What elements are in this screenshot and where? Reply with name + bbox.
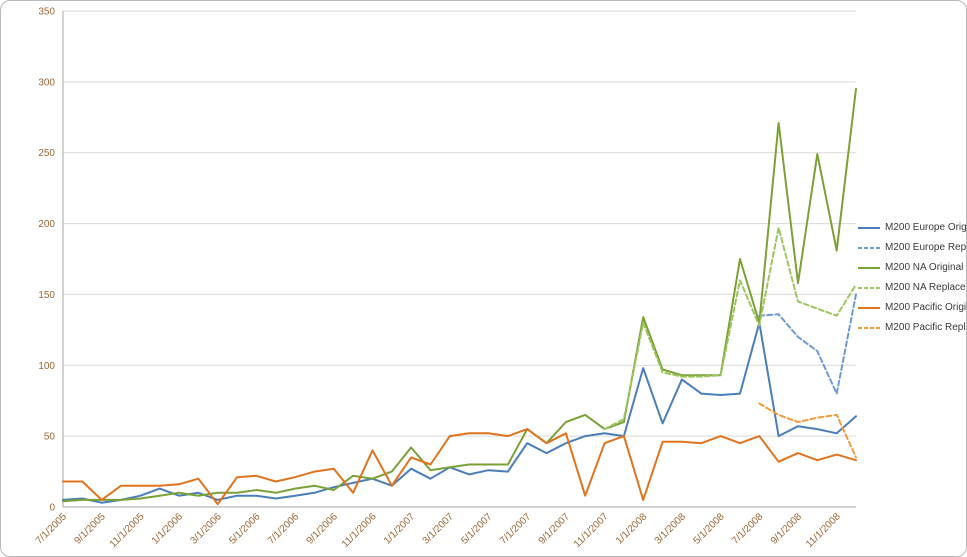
x-tick-label: 1/1/2006 xyxy=(150,511,186,547)
series-line-m200-na-replace xyxy=(603,226,857,431)
legend-label: M200 Europe Original xyxy=(885,222,967,233)
x-tick-label: 7/1/2007 xyxy=(498,511,534,547)
x-tick-label: 9/1/2006 xyxy=(305,511,341,547)
y-tick-label: 200 xyxy=(38,219,55,230)
y-tick-label: 350 xyxy=(38,7,55,18)
series-line-m200-europe-replace xyxy=(758,293,857,395)
x-tick-label: 9/1/2007 xyxy=(537,511,573,547)
legend-item-m200-pacific-replace: M200 Pacific Replace xyxy=(858,321,966,334)
legend-label: M200 NA Replace xyxy=(885,282,966,293)
x-tick-label: 5/1/2008 xyxy=(691,511,727,547)
x-tick-label: 7/1/2006 xyxy=(266,511,302,547)
legend-label: M200 Pacific Original xyxy=(885,302,967,313)
y-tick-label: 250 xyxy=(38,148,55,159)
y-tick-label: 150 xyxy=(38,290,55,301)
legend-label: M200 Pacific Replace xyxy=(885,322,966,333)
x-tick-label: 1/1/2007 xyxy=(382,511,418,547)
x-tick-label: 5/1/2007 xyxy=(459,511,495,547)
x-tick-label: 9/1/2008 xyxy=(769,511,805,547)
legend-line-sample xyxy=(858,226,880,229)
legend-item-m200-pacific-original: M200 Pacific Original xyxy=(858,301,967,314)
legend-line-sample xyxy=(858,246,880,249)
legend-item-m200-europe-replace: M200 Europe Replace xyxy=(858,241,967,254)
legend-line-sample xyxy=(858,286,880,289)
legend-label: M200 Europe Replace xyxy=(885,242,967,253)
x-tick-label: 11/1/2008 xyxy=(804,511,843,550)
y-tick-label: 0 xyxy=(49,503,55,514)
x-tick-label: 11/1/2006 xyxy=(340,511,379,550)
legend-line-sample xyxy=(858,306,880,309)
y-tick-label: 50 xyxy=(44,432,56,443)
x-tick-label: 11/1/2007 xyxy=(572,511,611,550)
x-tick-label: 3/1/2007 xyxy=(421,511,457,547)
x-tick-label: 9/1/2005 xyxy=(73,511,109,547)
series-line-m200-pacific-replace xyxy=(758,402,857,459)
x-tick-label: 7/1/2008 xyxy=(730,511,766,547)
legend-line-sample xyxy=(858,266,880,269)
y-tick-label: 300 xyxy=(38,77,55,88)
x-tick-label: 5/1/2006 xyxy=(227,511,263,547)
legend-item-m200-europe-original: M200 Europe Original xyxy=(858,221,967,234)
legend: M200 Europe Original M200 Europe Replace M… xyxy=(858,221,967,334)
legend-label: M200 NA Original xyxy=(885,262,964,273)
x-tick-label: 3/1/2006 xyxy=(189,511,225,547)
x-tick-label: 7/1/2005 xyxy=(34,511,70,547)
legend-line-sample xyxy=(858,326,880,329)
legend-item-m200-na-replace: M200 NA Replace xyxy=(858,281,966,294)
x-tick-label: 1/1/2008 xyxy=(614,511,650,547)
series-line-m200-europe-original xyxy=(62,321,857,504)
y-tick-label: 100 xyxy=(38,361,55,372)
x-tick-label: 11/1/2005 xyxy=(108,511,147,550)
legend-item-m200-na-original: M200 NA Original xyxy=(858,261,966,274)
x-tick-label: 3/1/2008 xyxy=(653,511,689,547)
series-line-m200-pacific-original xyxy=(62,428,857,506)
